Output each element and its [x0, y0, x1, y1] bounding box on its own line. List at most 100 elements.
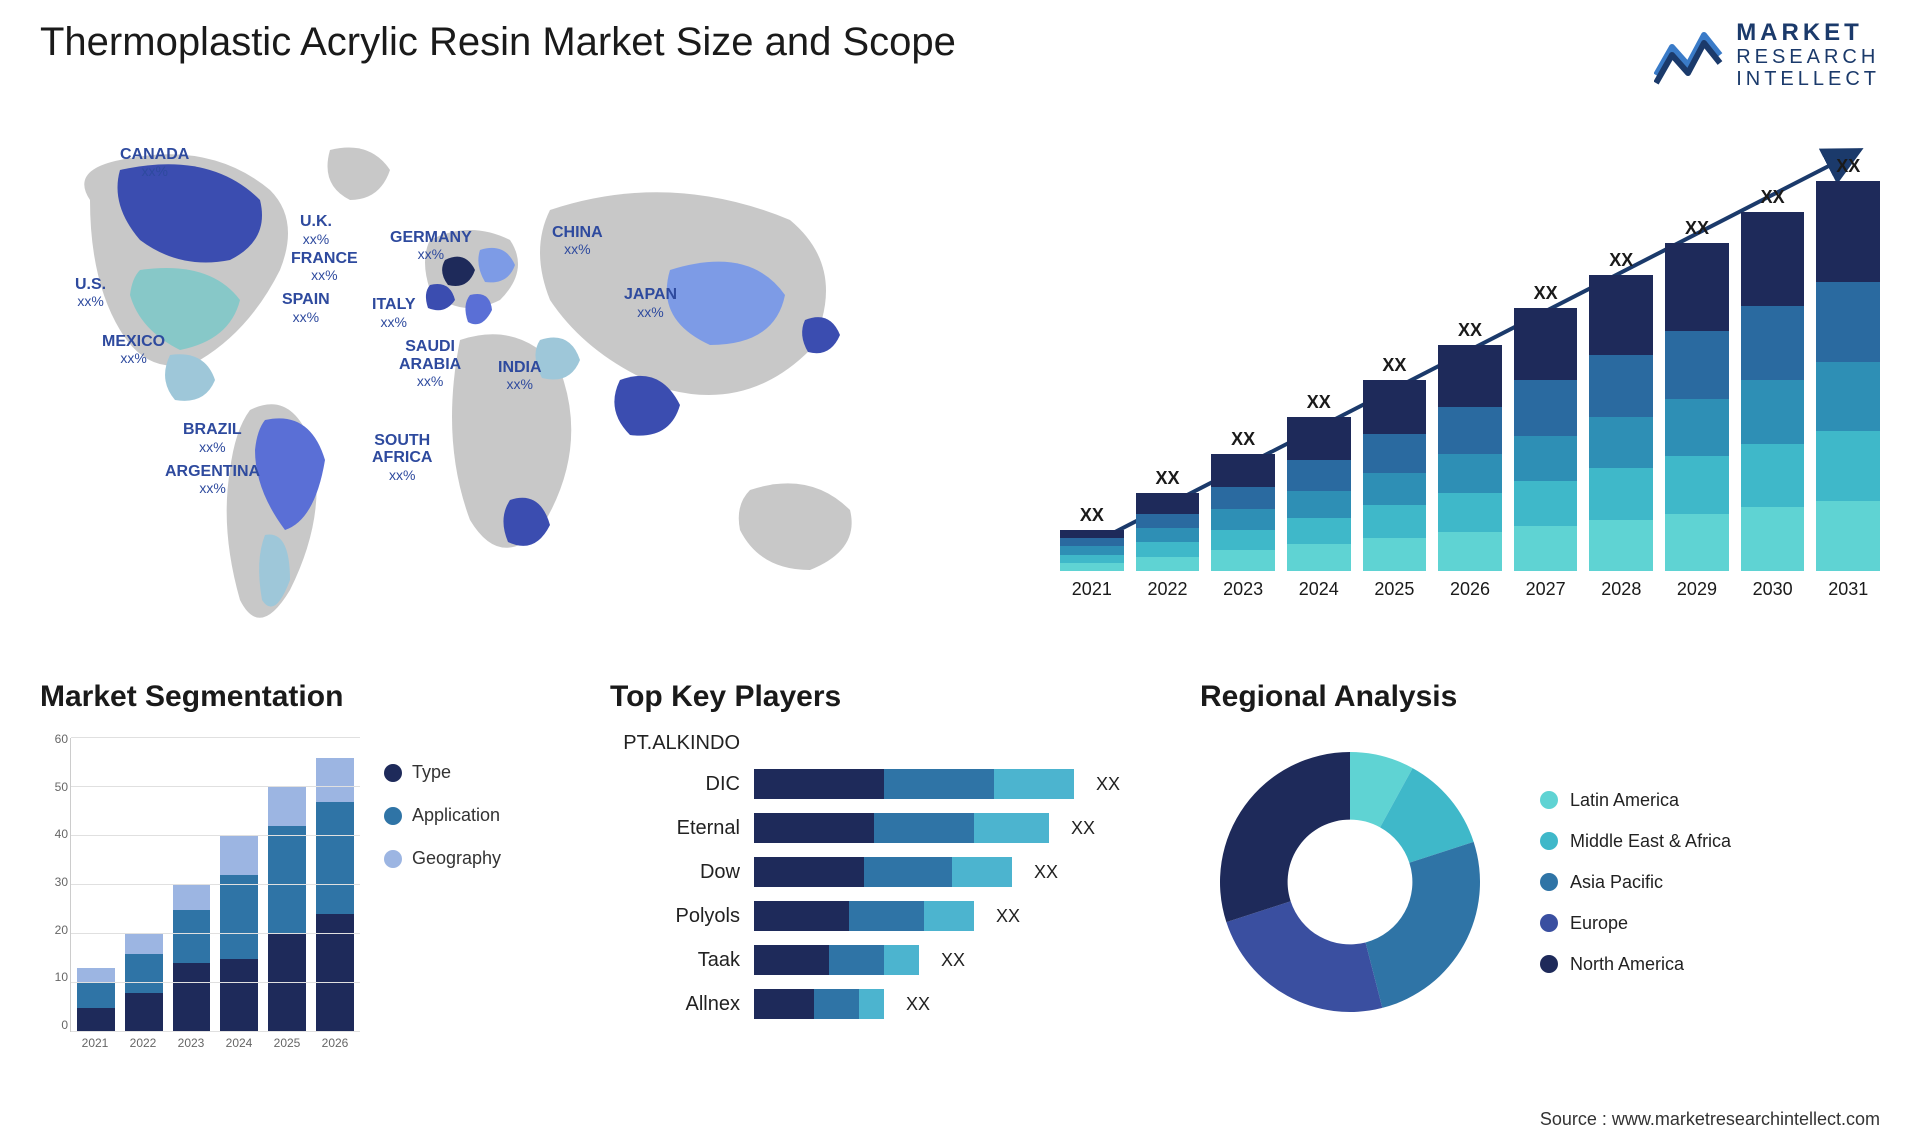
growth-bar-segment: [1136, 528, 1200, 542]
seg-bar-segment: [268, 826, 306, 934]
seg-gridline: [71, 884, 360, 885]
donut-slice: [1220, 752, 1350, 922]
seg-ytick: 60: [40, 732, 68, 746]
growth-bar-segment: [1741, 444, 1805, 508]
growth-bar-segment: [1363, 473, 1427, 506]
growth-bar-value: XX: [1382, 355, 1406, 376]
growth-bar-value: XX: [1761, 187, 1785, 208]
legend-label: Latin America: [1570, 790, 1679, 811]
map-label: MEXICOxx%: [102, 333, 165, 368]
seg-bar-segment: [316, 802, 354, 915]
growth-bar: XX2027: [1514, 283, 1578, 600]
growth-bar-segment: [1665, 331, 1729, 399]
key-player-name: Taak: [610, 949, 740, 972]
growth-x-label: 2026: [1450, 579, 1490, 600]
key-player-bar-segment: [754, 945, 829, 975]
key-player-value: XX: [906, 994, 930, 1015]
legend-dot: [1540, 873, 1558, 891]
key-player-row: Allnex XX: [610, 989, 1150, 1019]
seg-bar-segment: [173, 963, 211, 1032]
seg-bar-segment: [316, 758, 354, 802]
growth-bar-segment: [1741, 380, 1805, 444]
logo: MARKET RESEARCH INTELLECT: [1654, 20, 1880, 90]
growth-bar-segment: [1211, 530, 1275, 551]
growth-x-label: 2029: [1677, 579, 1717, 600]
seg-legend-item: Type: [384, 762, 501, 783]
seg-ytick: 20: [40, 923, 68, 937]
legend-label: Middle East & Africa: [1570, 831, 1731, 852]
key-player-bar: [754, 945, 919, 975]
seg-ytick: 10: [40, 970, 68, 984]
growth-bar-segment: [1665, 399, 1729, 456]
growth-bar-segment: [1741, 507, 1805, 571]
legend-dot: [384, 764, 402, 782]
growth-x-label: 2028: [1601, 579, 1641, 600]
map-label: SPAINxx%: [282, 291, 330, 326]
growth-x-label: 2025: [1374, 579, 1414, 600]
seg-bar-segment: [173, 910, 211, 964]
growth-x-label: 2030: [1753, 579, 1793, 600]
legend-dot: [1540, 914, 1558, 932]
legend-dot: [384, 807, 402, 825]
seg-x-label: 2024: [220, 1036, 258, 1062]
regional-legend-item: Middle East & Africa: [1540, 831, 1731, 852]
key-player-bar-segment: [884, 769, 994, 799]
key-player-name: Eternal: [610, 817, 740, 840]
bottom-row: Market Segmentation 6050403020100 202120…: [40, 680, 1880, 1086]
seg-bar: [220, 836, 258, 1032]
growth-bar-segment: [1514, 526, 1578, 571]
growth-bar-segment: [1363, 538, 1427, 571]
growth-bar-segment: [1741, 306, 1805, 380]
growth-x-label: 2023: [1223, 579, 1263, 600]
key-player-name: Allnex: [610, 993, 740, 1016]
regional-panel: Regional Analysis Latin AmericaMiddle Ea…: [1200, 680, 1880, 1086]
seg-bar-segment: [77, 983, 115, 1008]
seg-gridline: [71, 982, 360, 983]
key-player-bar-segment: [974, 813, 1049, 843]
map-label: BRAZILxx%: [183, 421, 242, 456]
growth-bar-segment: [1514, 308, 1578, 380]
key-player-row: Eternal XX: [610, 813, 1150, 843]
growth-bar-segment: [1060, 555, 1124, 563]
key-player-bar-segment: [754, 769, 884, 799]
seg-bar-segment: [268, 787, 306, 826]
growth-bar-segment: [1665, 243, 1729, 331]
growth-bar: XX2022: [1136, 468, 1200, 600]
seg-bar: [316, 758, 354, 1032]
seg-bar-segment: [77, 1008, 115, 1033]
key-player-bar: [754, 857, 1012, 887]
map-label: U.K.xx%: [300, 213, 332, 248]
legend-dot: [1540, 791, 1558, 809]
key-player-bar: [754, 769, 1074, 799]
logo-icon: [1654, 25, 1724, 85]
key-player-row: TaakXX: [610, 945, 1150, 975]
seg-ytick: 0: [40, 1018, 68, 1032]
key-player-value: XX: [1071, 818, 1095, 839]
seg-bar-segment: [268, 934, 306, 1032]
legend-dot: [1540, 832, 1558, 850]
growth-bar-segment: [1060, 538, 1124, 546]
growth-bar-segment: [1665, 456, 1729, 513]
regional-donut: [1200, 732, 1500, 1032]
map-svg: [30, 130, 930, 650]
seg-bar: [77, 968, 115, 1032]
segmentation-panel: Market Segmentation 6050403020100 202120…: [40, 680, 560, 1086]
key-player-value: XX: [996, 906, 1020, 927]
map-label: CHINAxx%: [552, 224, 603, 259]
key-player-bar-segment: [829, 945, 884, 975]
key-player-bar-segment: [814, 989, 859, 1019]
map-label: CANADAxx%: [120, 146, 189, 181]
key-player-bar-segment: [924, 901, 974, 931]
growth-bar-segment: [1589, 520, 1653, 571]
seg-x-label: 2021: [76, 1036, 114, 1062]
map-label: INDIAxx%: [498, 359, 542, 394]
key-player-row: PT.ALKINDO: [610, 732, 1150, 755]
growth-bar-segment: [1211, 454, 1275, 487]
growth-bar-segment: [1363, 380, 1427, 433]
logo-line3: INTELLECT: [1736, 68, 1880, 90]
key-player-value: XX: [1096, 774, 1120, 795]
legend-dot: [384, 850, 402, 868]
growth-bar: XX2029: [1665, 218, 1729, 600]
growth-bar-segment: [1136, 557, 1200, 571]
growth-bar: XX 2030: [1741, 187, 1805, 600]
